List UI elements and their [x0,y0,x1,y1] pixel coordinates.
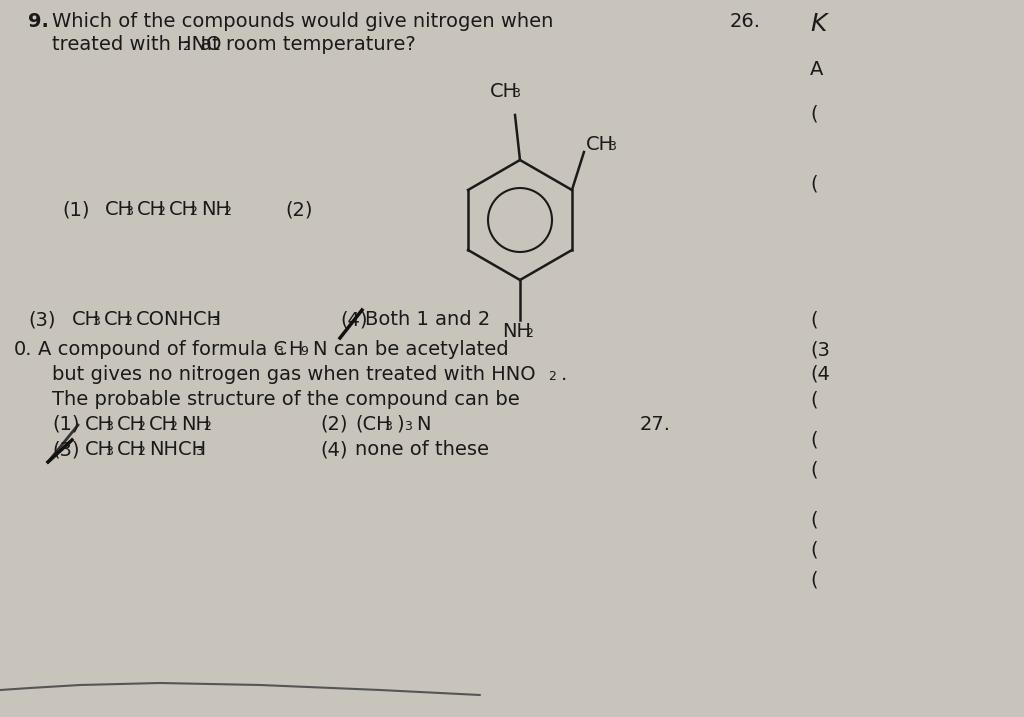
Text: CH: CH [72,310,100,329]
Text: CH: CH [150,415,177,434]
Text: (: ( [810,310,817,329]
Text: CH: CH [117,415,145,434]
Text: 3: 3 [404,420,412,433]
Text: (3): (3) [52,440,80,459]
Text: N: N [416,415,430,434]
Text: 27.: 27. [640,415,671,434]
Text: (3): (3) [28,310,55,329]
Text: (: ( [810,175,817,194]
Text: 9.: 9. [28,12,49,31]
Text: 2: 2 [157,205,165,218]
Text: Which of the compounds would give nitrogen when: Which of the compounds would give nitrog… [52,12,553,31]
Text: NH: NH [502,322,531,341]
Text: 0.: 0. [14,340,33,359]
Text: 3: 3 [195,445,203,458]
Text: 3: 3 [92,315,100,328]
Text: 9: 9 [300,345,308,358]
Text: (2): (2) [285,200,312,219]
Text: K: K [810,12,826,36]
Text: 2: 2 [182,40,189,53]
Text: (: ( [810,390,817,409]
Text: ): ) [396,415,403,434]
Text: Both 1 and 2: Both 1 and 2 [365,310,490,329]
Text: 3: 3 [125,205,133,218]
Text: 3: 3 [105,445,113,458]
Text: 3: 3 [608,140,615,153]
Text: 2: 2 [548,370,556,383]
Text: 3: 3 [275,345,283,358]
Text: (3: (3 [810,340,829,359]
Text: (: ( [810,540,817,559]
Text: A compound of formula C: A compound of formula C [38,340,287,359]
Text: A: A [810,60,823,79]
Text: 26.: 26. [730,12,761,31]
Text: 2: 2 [223,205,230,218]
Text: (: ( [810,510,817,529]
Text: NH: NH [201,200,230,219]
Text: H: H [288,340,302,359]
Text: treated with HNO: treated with HNO [52,35,221,54]
Text: 2: 2 [137,445,144,458]
Text: (2): (2) [319,415,347,434]
Text: at room temperature?: at room temperature? [194,35,416,54]
Text: NH: NH [181,415,210,434]
Text: (: ( [810,460,817,479]
Text: CH: CH [117,440,145,459]
Text: CONHCH: CONHCH [136,310,222,329]
Text: (: ( [810,105,817,124]
Text: CH: CH [490,82,518,101]
Text: N can be acetylated: N can be acetylated [313,340,509,359]
Text: The probable structure of the compound can be: The probable structure of the compound c… [52,390,520,409]
Text: CH: CH [586,135,614,154]
Text: .: . [561,365,567,384]
Text: 2: 2 [137,420,144,433]
Text: (: ( [810,430,817,449]
Text: CH: CH [85,415,113,434]
Text: (4: (4 [810,365,829,384]
Text: (4): (4) [319,440,347,459]
Text: (1): (1) [52,415,80,434]
Text: 3: 3 [105,420,113,433]
Text: (: ( [810,570,817,589]
Text: NHCH: NHCH [150,440,206,459]
Text: (4): (4) [340,310,368,329]
Text: CH: CH [104,310,132,329]
Text: CH: CH [137,200,165,219]
Text: (1): (1) [62,200,89,219]
Text: none of these: none of these [355,440,489,459]
Text: 2: 2 [525,327,532,340]
Text: 2: 2 [203,420,211,433]
Text: 2: 2 [169,420,177,433]
Text: CH: CH [85,440,113,459]
Text: 3: 3 [512,87,520,100]
Text: 3: 3 [211,315,219,328]
Text: (CH: (CH [355,415,390,434]
Text: 2: 2 [124,315,132,328]
Text: CH: CH [169,200,198,219]
Text: 3: 3 [384,420,392,433]
Text: 2: 2 [189,205,197,218]
Text: CH: CH [105,200,133,219]
Text: but gives no nitrogen gas when treated with HNO: but gives no nitrogen gas when treated w… [52,365,536,384]
